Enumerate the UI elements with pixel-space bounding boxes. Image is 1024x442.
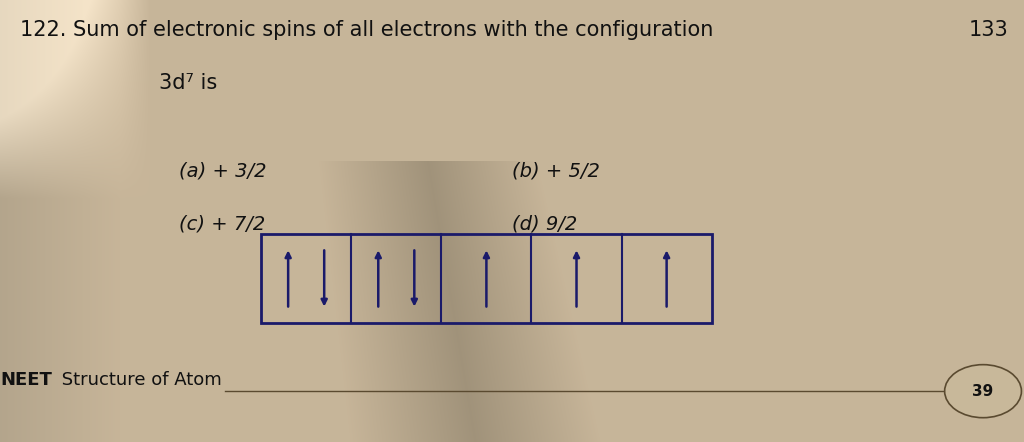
Text: (c) + 7/2: (c) + 7/2	[179, 214, 265, 233]
Text: 122. Sum of electronic spins of all electrons with the configuration: 122. Sum of electronic spins of all elec…	[20, 20, 714, 40]
Text: 3d⁷ is: 3d⁷ is	[159, 73, 217, 93]
Text: (a) + 3/2: (a) + 3/2	[179, 161, 266, 180]
Text: NEET: NEET	[0, 371, 52, 389]
Text: 133: 133	[969, 20, 1009, 40]
Text: 39: 39	[973, 384, 993, 399]
Text: (d) 9/2: (d) 9/2	[512, 214, 578, 233]
Text: (b) + 5/2: (b) + 5/2	[512, 161, 600, 180]
Text: Structure of Atom: Structure of Atom	[56, 371, 222, 389]
Ellipse shape	[944, 365, 1021, 418]
Bar	[261, 234, 712, 323]
